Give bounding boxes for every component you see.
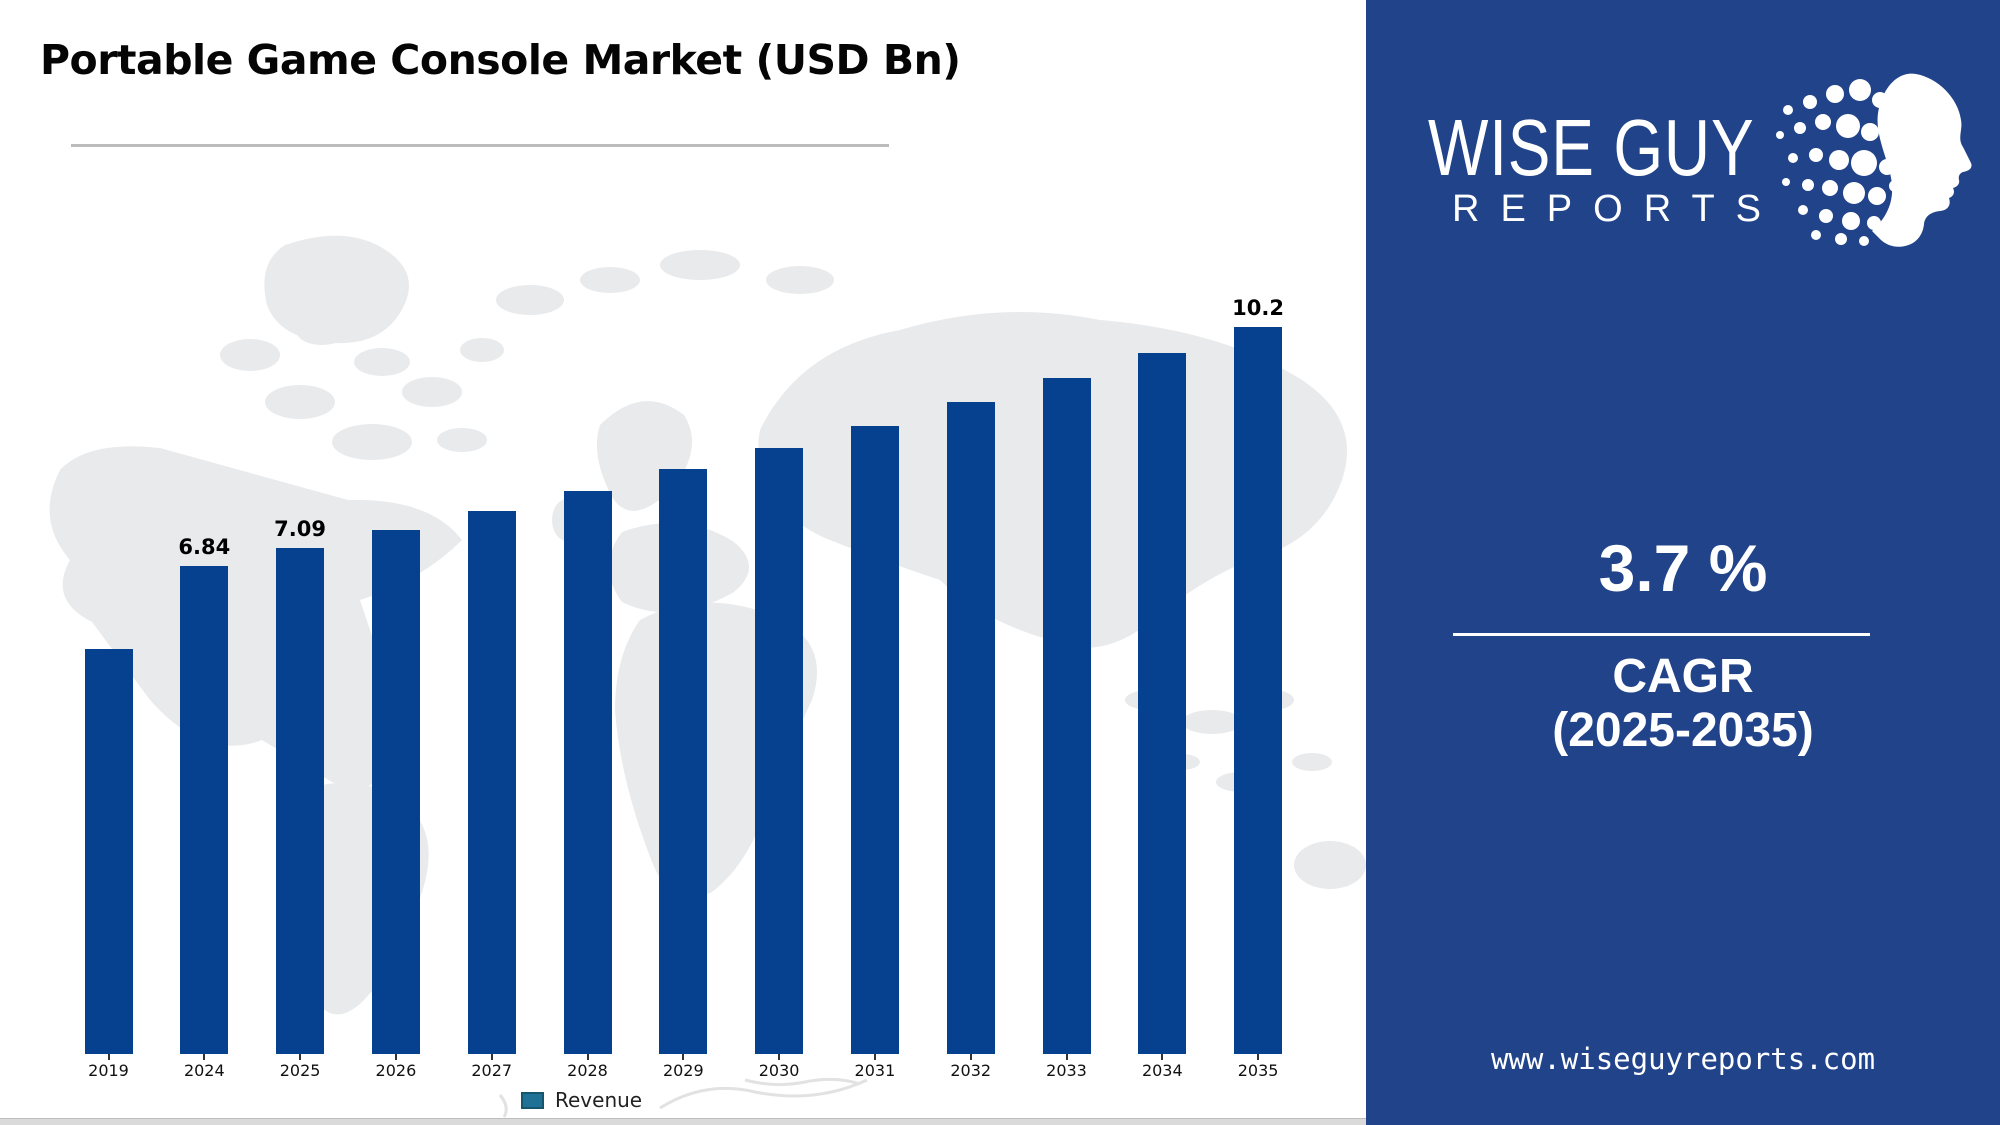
x-axis-tick (394, 1054, 397, 1060)
dotted-head-profile-icon (1776, 73, 1972, 247)
x-axis-tick (586, 1054, 589, 1060)
x-axis-tick (1065, 1054, 1068, 1060)
cagr-divider (1453, 633, 1870, 636)
logo-subtitle: REPORTS (1452, 188, 1783, 230)
bar-2032 (946, 402, 995, 1054)
cagr-label-line1: CAGR (1612, 650, 1754, 703)
legend-label: Revenue (555, 1088, 643, 1112)
x-axis-label-2031: 2031 (854, 1061, 896, 1080)
bar-2033 (1042, 378, 1091, 1054)
cagr-label: CAGR (2025-2035) (1366, 650, 2000, 758)
x-axis-label-2024: 2024 (183, 1061, 225, 1080)
bar-2026 (371, 529, 420, 1054)
bar-2035 (1234, 326, 1283, 1054)
bar-2031 (850, 425, 899, 1054)
bar-chart: 2019 6.84 2024 7.09 2025 2026 2027 2028 2029 2030… (84, 295, 1284, 1080)
x-axis-label-2019: 2019 (88, 1061, 129, 1080)
bar-2029 (659, 469, 708, 1054)
x-axis-label-2034: 2034 (1141, 1061, 1183, 1080)
x-axis-label-2030: 2030 (758, 1061, 800, 1080)
x-axis-label-2032: 2032 (950, 1061, 992, 1080)
bar-2028 (563, 490, 612, 1054)
bar-value-label: 7.09 (274, 517, 326, 542)
x-axis-label-2035: 2035 (1237, 1061, 1279, 1080)
wiseguy-logo: WISE GUY REPORTS (1366, 70, 2000, 270)
x-axis-label-2029: 2029 (662, 1061, 704, 1080)
x-axis-tick (490, 1054, 493, 1060)
bar-2030 (755, 447, 804, 1054)
x-axis-label-2026: 2026 (375, 1061, 417, 1080)
x-axis-label-2033: 2033 (1046, 1061, 1087, 1080)
logo-wordmark: WISE GUY (1428, 103, 1755, 192)
cagr-value: 3.7 % (1598, 531, 1768, 605)
page-title: Portable Game Console Market (USD Bn) (40, 36, 961, 84)
legend-swatch-icon (521, 1091, 544, 1109)
x-axis-label-2028: 2028 (567, 1061, 608, 1080)
chart-region: Portable Game Console Market (USD Bn) 20… (0, 36, 1366, 1125)
sidebar: WISE GUY REPORTS 3.7 (1366, 0, 2000, 1125)
title-divider (71, 144, 889, 147)
x-axis-tick (1257, 1054, 1260, 1060)
x-axis-tick (682, 1054, 685, 1060)
bar-2025 (276, 548, 325, 1054)
x-axis-tick (969, 1054, 972, 1060)
x-axis-tick (873, 1054, 876, 1060)
x-axis-label-2027: 2027 (471, 1061, 513, 1080)
bar-2019 (84, 649, 133, 1054)
bar-value-label: 6.84 (178, 535, 231, 560)
cagr-label-line2: (2025-2035) (1552, 703, 1814, 757)
chart-legend: Revenue (521, 1088, 642, 1112)
bar-2034 (1138, 353, 1187, 1054)
x-axis-label-2025: 2025 (279, 1061, 321, 1080)
x-axis-tick (107, 1054, 110, 1060)
x-axis-tick (778, 1054, 781, 1060)
x-axis-tick (203, 1054, 206, 1060)
website-url: www.wiseguyreports.com (1490, 1042, 1876, 1076)
x-axis-tick (1161, 1054, 1164, 1060)
bar-value-label: 10.2 (1232, 295, 1284, 320)
bar-2027 (467, 510, 516, 1054)
bar-2024 (180, 566, 229, 1054)
bottom-scroll-strip (0, 1118, 1366, 1125)
x-axis-tick (299, 1054, 302, 1060)
